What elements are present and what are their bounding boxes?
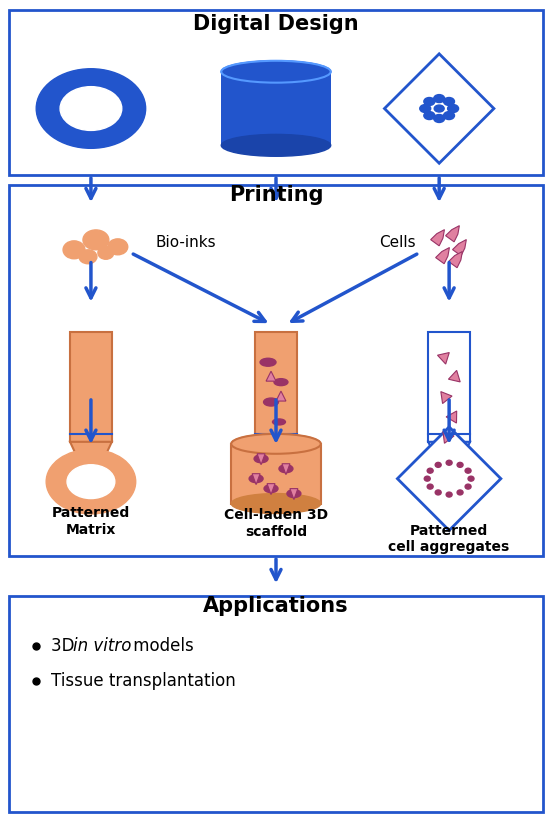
Ellipse shape bbox=[221, 61, 331, 83]
Ellipse shape bbox=[465, 484, 471, 489]
Ellipse shape bbox=[264, 485, 278, 492]
Ellipse shape bbox=[434, 114, 445, 122]
Ellipse shape bbox=[435, 490, 441, 495]
Text: Patterned
cell aggregates: Patterned cell aggregates bbox=[389, 524, 509, 555]
Polygon shape bbox=[255, 442, 297, 487]
Polygon shape bbox=[428, 442, 470, 487]
Ellipse shape bbox=[46, 450, 136, 514]
Polygon shape bbox=[276, 391, 286, 401]
Polygon shape bbox=[257, 454, 265, 464]
Ellipse shape bbox=[448, 104, 459, 113]
Ellipse shape bbox=[420, 104, 431, 113]
Text: Patterned
Matrix: Patterned Matrix bbox=[52, 506, 130, 537]
Text: models: models bbox=[128, 637, 194, 655]
Polygon shape bbox=[384, 53, 494, 164]
Text: in vitro: in vitro bbox=[73, 637, 131, 655]
Text: 3D: 3D bbox=[51, 637, 80, 655]
Polygon shape bbox=[266, 372, 276, 381]
Text: Digital Design: Digital Design bbox=[193, 14, 359, 34]
Ellipse shape bbox=[263, 398, 279, 406]
Ellipse shape bbox=[231, 493, 321, 514]
Ellipse shape bbox=[435, 463, 441, 468]
Ellipse shape bbox=[427, 484, 433, 489]
Ellipse shape bbox=[260, 358, 276, 367]
Polygon shape bbox=[436, 247, 449, 264]
Ellipse shape bbox=[465, 469, 471, 473]
Ellipse shape bbox=[434, 105, 444, 112]
Polygon shape bbox=[290, 488, 298, 500]
Text: Applications: Applications bbox=[203, 596, 349, 616]
Ellipse shape bbox=[279, 464, 293, 473]
Polygon shape bbox=[449, 252, 463, 268]
Ellipse shape bbox=[273, 419, 285, 425]
Ellipse shape bbox=[424, 112, 435, 119]
FancyBboxPatch shape bbox=[221, 71, 331, 145]
Polygon shape bbox=[448, 413, 460, 424]
Text: Cell-laden 3D
scaffold: Cell-laden 3D scaffold bbox=[224, 508, 328, 538]
Ellipse shape bbox=[457, 463, 463, 468]
Ellipse shape bbox=[446, 492, 452, 497]
FancyBboxPatch shape bbox=[255, 332, 297, 442]
Ellipse shape bbox=[424, 476, 430, 481]
FancyBboxPatch shape bbox=[70, 332, 112, 442]
Ellipse shape bbox=[444, 98, 454, 105]
Ellipse shape bbox=[79, 250, 97, 264]
Ellipse shape bbox=[444, 112, 454, 119]
Polygon shape bbox=[439, 390, 451, 401]
Ellipse shape bbox=[221, 135, 331, 156]
Text: Tissue transplantation: Tissue transplantation bbox=[51, 672, 236, 690]
Polygon shape bbox=[448, 372, 460, 384]
Ellipse shape bbox=[249, 474, 263, 483]
Ellipse shape bbox=[67, 464, 115, 499]
Polygon shape bbox=[397, 427, 501, 530]
Ellipse shape bbox=[434, 95, 445, 103]
Ellipse shape bbox=[60, 86, 122, 131]
Polygon shape bbox=[445, 226, 459, 242]
Ellipse shape bbox=[446, 460, 452, 465]
Ellipse shape bbox=[457, 490, 463, 495]
Text: Printing: Printing bbox=[229, 185, 323, 206]
Polygon shape bbox=[438, 350, 450, 362]
Ellipse shape bbox=[424, 98, 435, 105]
Polygon shape bbox=[282, 464, 290, 474]
Ellipse shape bbox=[108, 239, 128, 255]
Ellipse shape bbox=[468, 476, 474, 481]
Polygon shape bbox=[431, 229, 444, 246]
Ellipse shape bbox=[274, 379, 288, 386]
Text: Cells: Cells bbox=[379, 235, 416, 251]
Ellipse shape bbox=[83, 230, 109, 250]
FancyBboxPatch shape bbox=[428, 332, 470, 442]
Ellipse shape bbox=[36, 69, 146, 148]
Text: Bio-inks: Bio-inks bbox=[156, 235, 216, 251]
Polygon shape bbox=[267, 483, 275, 495]
FancyBboxPatch shape bbox=[231, 444, 321, 504]
Polygon shape bbox=[252, 473, 260, 485]
Polygon shape bbox=[453, 239, 466, 256]
Ellipse shape bbox=[98, 247, 114, 259]
Polygon shape bbox=[70, 442, 112, 487]
Ellipse shape bbox=[287, 490, 301, 497]
Ellipse shape bbox=[254, 455, 268, 463]
Polygon shape bbox=[442, 430, 453, 441]
Ellipse shape bbox=[427, 469, 433, 473]
Ellipse shape bbox=[231, 434, 321, 454]
Ellipse shape bbox=[63, 241, 85, 259]
